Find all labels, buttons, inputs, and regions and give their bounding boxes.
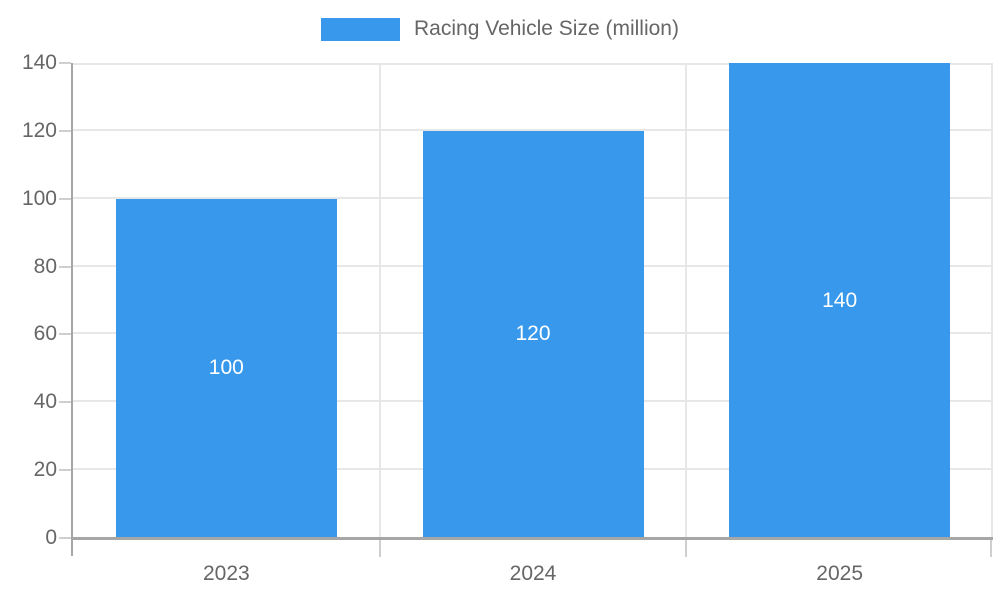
bar-value-label: 100 [208, 356, 244, 380]
y-axis-tick-40 [59, 401, 71, 404]
y-axis-line [71, 63, 73, 556]
gridline-x-boundary-3 [991, 63, 993, 538]
y-axis-label: 40 [33, 390, 57, 414]
y-axis-tick-120 [59, 129, 71, 132]
x-axis-label: 2024 [509, 562, 557, 585]
y-axis-label: 140 [21, 51, 57, 74]
x-axis-tick-2 [685, 539, 688, 557]
y-axis-tick-60 [59, 333, 71, 336]
y-axis-label: 120 [21, 118, 57, 142]
y-axis-tick-100 [59, 197, 71, 200]
y-axis-label: 20 [33, 458, 57, 482]
chart-legend-item[interactable]: Racing Vehicle Size (million) [0, 17, 1000, 41]
gridline-x-boundary-1 [378, 63, 381, 538]
y-axis-tick-20 [59, 469, 71, 472]
y-axis-label: 0 [45, 526, 57, 549]
x-axis-tick-1 [378, 539, 381, 557]
legend-color-swatch [321, 17, 401, 41]
legend-label: Racing Vehicle Size (million) [414, 17, 679, 40]
y-axis-label: 60 [33, 322, 57, 346]
x-axis-label: 2025 [816, 562, 864, 585]
gridline-x-boundary-2 [685, 63, 688, 538]
x-axis-line [73, 537, 993, 540]
y-axis-label: 100 [21, 186, 57, 210]
bar-2023[interactable]: 100 [115, 198, 337, 538]
y-axis-tick-140 [59, 62, 71, 64]
y-axis-label: 80 [33, 254, 57, 278]
x-axis-tick-3 [990, 539, 992, 557]
plot-area: 100 120 140 [73, 63, 993, 538]
gridline-y-120 [73, 128, 993, 131]
y-axis-tick-80 [59, 265, 71, 268]
x-axis-label: 2023 [202, 562, 250, 585]
bar-2024[interactable]: 120 [422, 130, 644, 538]
y-axis-tick-0 [59, 537, 71, 539]
bar-value-label: 120 [515, 322, 551, 346]
gridline-y-140 [73, 63, 993, 65]
bar-2025[interactable]: 140 [729, 63, 951, 538]
bar-value-label: 140 [822, 288, 858, 312]
